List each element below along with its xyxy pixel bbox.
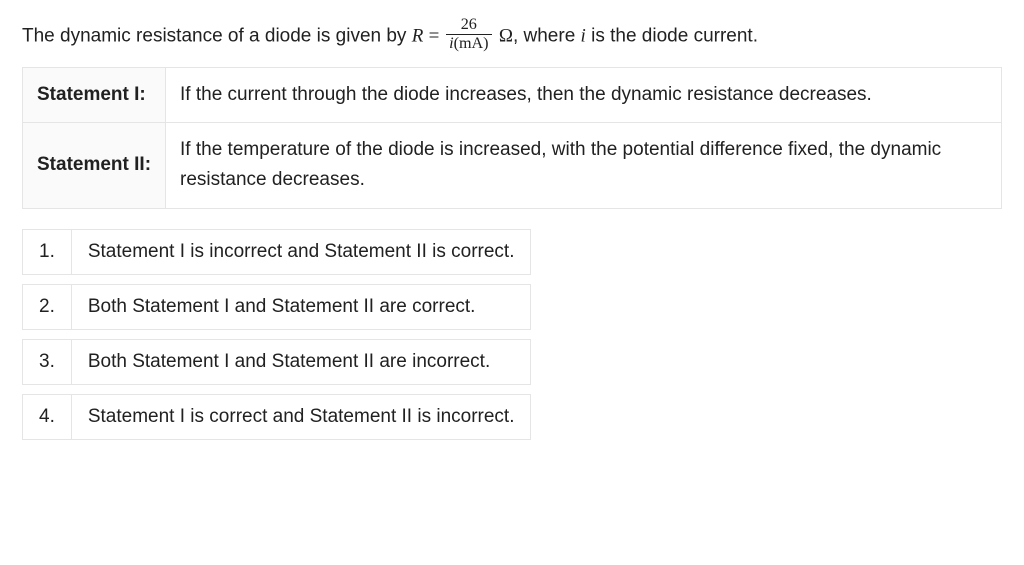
stem-mid: , where (513, 25, 581, 46)
statement-text: If the temperature of the diode is incre… (166, 122, 1002, 208)
stem-suffix: is the diode current. (586, 25, 758, 46)
option-text: Both Statement I and Statement II are co… (71, 284, 531, 329)
statement-text: If the current through the diode increas… (166, 67, 1002, 122)
statement-row: Statement II: If the temperature of the … (23, 122, 1002, 208)
frac-den: i(mA) (446, 35, 491, 53)
statement-label: Statement II: (23, 122, 166, 208)
option-number: 3. (23, 339, 72, 384)
formula-R: R (412, 25, 424, 46)
option-number: 2. (23, 284, 72, 329)
formula-fraction: 26 i(mA) (446, 16, 491, 53)
option-row[interactable]: 4. Statement I is correct and Statement … (23, 394, 531, 439)
formula-eq: = (429, 25, 444, 46)
option-row[interactable]: 1. Statement I is incorrect and Statemen… (23, 229, 531, 274)
option-number: 1. (23, 229, 72, 274)
option-text: Statement I is correct and Statement II … (71, 394, 531, 439)
option-text: Both Statement I and Statement II are in… (71, 339, 531, 384)
den-paren: (mA) (454, 35, 489, 52)
options-table: 1. Statement I is incorrect and Statemen… (22, 229, 531, 440)
option-row[interactable]: 3. Both Statement I and Statement II are… (23, 339, 531, 384)
option-text: Statement I is incorrect and Statement I… (71, 229, 531, 274)
option-number: 4. (23, 394, 72, 439)
formula-omega: Ω (499, 25, 513, 46)
frac-num: 26 (446, 16, 491, 35)
question-stem: The dynamic resistance of a diode is giv… (22, 18, 1002, 55)
stem-prefix: The dynamic resistance of a diode is giv… (22, 25, 412, 46)
option-row[interactable]: 2. Both Statement I and Statement II are… (23, 284, 531, 329)
statement-row: Statement I: If the current through the … (23, 67, 1002, 122)
statement-label: Statement I: (23, 67, 166, 122)
statements-table: Statement I: If the current through the … (22, 67, 1002, 209)
